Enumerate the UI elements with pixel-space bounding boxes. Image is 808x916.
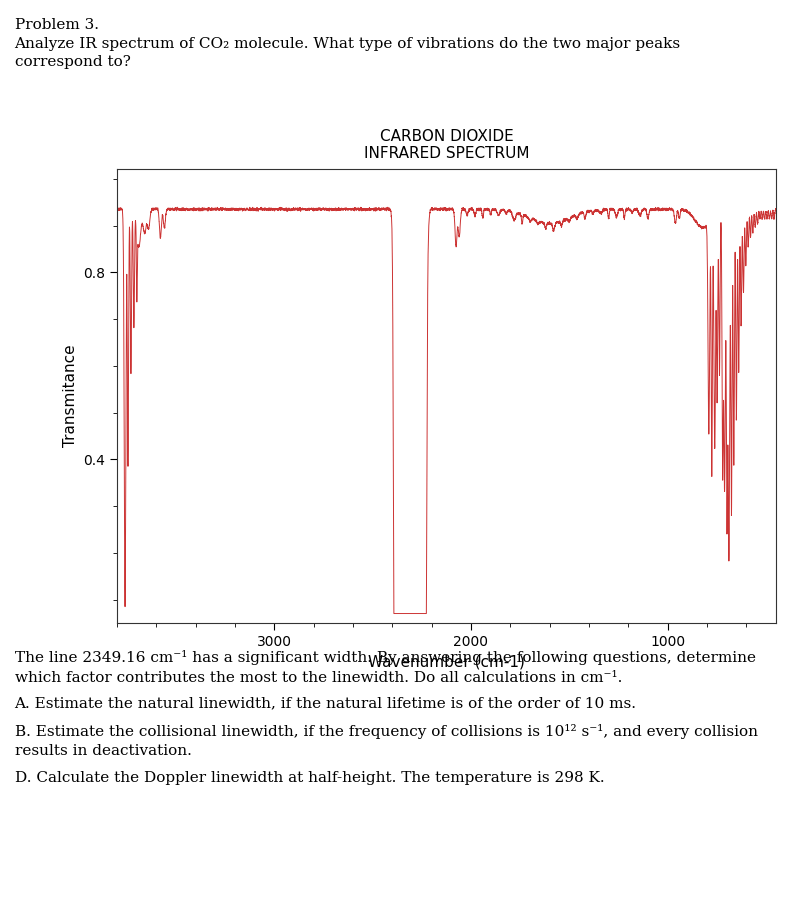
Y-axis label: Transmitance: Transmitance bbox=[63, 344, 78, 448]
Text: which factor contributes the most to the linewidth. Do all calculations in cm⁻¹.: which factor contributes the most to the… bbox=[15, 671, 622, 684]
Text: D. Calculate the Doppler linewidth at half-height. The temperature is 298 K.: D. Calculate the Doppler linewidth at ha… bbox=[15, 771, 604, 785]
Text: Analyze IR spectrum of CO₂ molecule. What type of vibrations do the two major pe: Analyze IR spectrum of CO₂ molecule. Wha… bbox=[15, 37, 680, 50]
Title: CARBON DIOXIDE
INFRARED SPECTRUM: CARBON DIOXIDE INFRARED SPECTRUM bbox=[364, 129, 529, 161]
Text: correspond to?: correspond to? bbox=[15, 55, 130, 69]
Text: B. Estimate the collisional linewidth, if the frequency of collisions is 10¹² s⁻: B. Estimate the collisional linewidth, i… bbox=[15, 724, 758, 738]
Text: results in deactivation.: results in deactivation. bbox=[15, 744, 191, 758]
X-axis label: Wavenumber (cm-1): Wavenumber (cm-1) bbox=[368, 654, 525, 670]
Text: A. Estimate the natural linewidth, if the natural lifetime is of the order of 10: A. Estimate the natural linewidth, if th… bbox=[15, 696, 637, 710]
Text: Problem 3.: Problem 3. bbox=[15, 18, 99, 32]
Text: The line 2349.16 cm⁻¹ has a significant width. By answering the following questi: The line 2349.16 cm⁻¹ has a significant … bbox=[15, 650, 755, 665]
